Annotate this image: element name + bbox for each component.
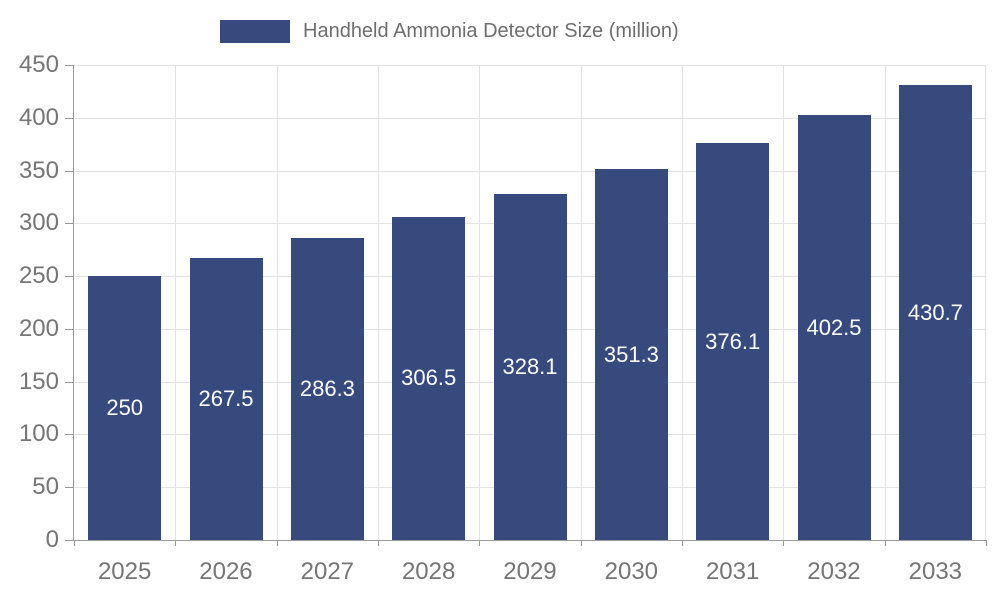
bar-value-label: 402.5 (806, 314, 862, 340)
bar-2025 (88, 276, 162, 540)
gridline-vertical (378, 65, 379, 540)
y-axis-tick (65, 223, 73, 225)
x-axis-tick (783, 540, 784, 546)
y-tick-label: 350 (18, 156, 59, 184)
x-tick-label: 2027 (300, 558, 355, 585)
gridline-vertical (581, 65, 582, 540)
bar-2030 (594, 169, 668, 540)
y-axis-tick (65, 487, 73, 489)
y-axis-tick (65, 381, 73, 383)
y-axis-tick (65, 170, 73, 172)
legend-label: Handheld Ammonia Detector Size (million) (303, 20, 679, 42)
gridline-horizontal (74, 170, 986, 172)
y-tick-label: 0 (45, 526, 59, 553)
bar-2026 (189, 257, 263, 540)
y-tick-label: 50 (32, 473, 59, 501)
bar-value-label: 328.1 (502, 353, 558, 379)
bar-value-label: 376.1 (705, 328, 761, 354)
gridline-vertical (479, 65, 480, 540)
y-tick-label: 200 (18, 314, 59, 342)
legend-swatch-icon (220, 20, 290, 43)
legend[interactable]: Handheld Ammonia Detector Size (million) (220, 18, 679, 45)
x-tick-label: 2033 (908, 558, 963, 585)
bar-2033 (898, 85, 972, 540)
y-axis-tick (65, 328, 73, 330)
bar-value-label: 286.3 (299, 375, 355, 401)
x-axis-tick (581, 540, 582, 546)
bar-2029 (493, 193, 567, 540)
bar-value-label: 306.5 (401, 365, 457, 391)
plot-area: 0 50 100 150 200 250 300 350 400 450 250 2025 267.5 2… (19, 52, 987, 585)
x-tick-label: 2032 (807, 558, 861, 585)
gridline-vertical (277, 65, 278, 540)
gridline-vertical (783, 65, 784, 540)
y-tick-label: 100 (18, 420, 59, 448)
gridline-horizontal (74, 65, 986, 66)
x-tick-label: 2031 (705, 558, 760, 585)
x-axis-tick (682, 540, 683, 546)
y-axis-tick (65, 65, 73, 66)
bar-value-label: 351.3 (603, 341, 659, 367)
y-tick-label: 400 (18, 103, 59, 131)
y-tick-label: 250 (18, 262, 59, 290)
bar-value-label: 430.7 (907, 299, 963, 325)
bar-value-label: 267.5 (198, 385, 254, 411)
bar-2031 (696, 143, 770, 540)
x-tick-label: 2026 (199, 558, 253, 585)
x-axis-tick (175, 540, 176, 546)
x-axis-tick (378, 540, 379, 546)
y-axis-tick (65, 276, 73, 278)
x-axis-tick (479, 540, 480, 546)
gridline-vertical (682, 65, 683, 540)
y-tick-label: 150 (18, 367, 59, 395)
y-axis-tick (65, 540, 73, 541)
bar-2032 (797, 115, 871, 540)
x-tick-label: 2028 (401, 558, 456, 585)
x-tick-label: 2029 (503, 558, 557, 585)
gridline-vertical (985, 65, 986, 540)
y-axis-tick (65, 117, 73, 119)
y-tick-label: 450 (18, 51, 59, 78)
bar-2028 (392, 216, 466, 540)
bar-2027 (290, 237, 364, 540)
y-axis-tick (65, 434, 73, 436)
x-axis-tick (74, 540, 75, 546)
bar-value-label: 250 (106, 395, 144, 421)
x-axis-tick (277, 540, 278, 546)
y-tick-label: 300 (18, 209, 59, 237)
gridline-horizontal (74, 117, 986, 119)
x-tick-label: 2030 (604, 558, 659, 585)
x-tick-label: 2025 (97, 558, 152, 585)
gridline-vertical (175, 65, 176, 540)
gridline-vertical (885, 65, 886, 540)
x-axis-tick (885, 540, 886, 546)
x-axis-tick (986, 540, 987, 546)
